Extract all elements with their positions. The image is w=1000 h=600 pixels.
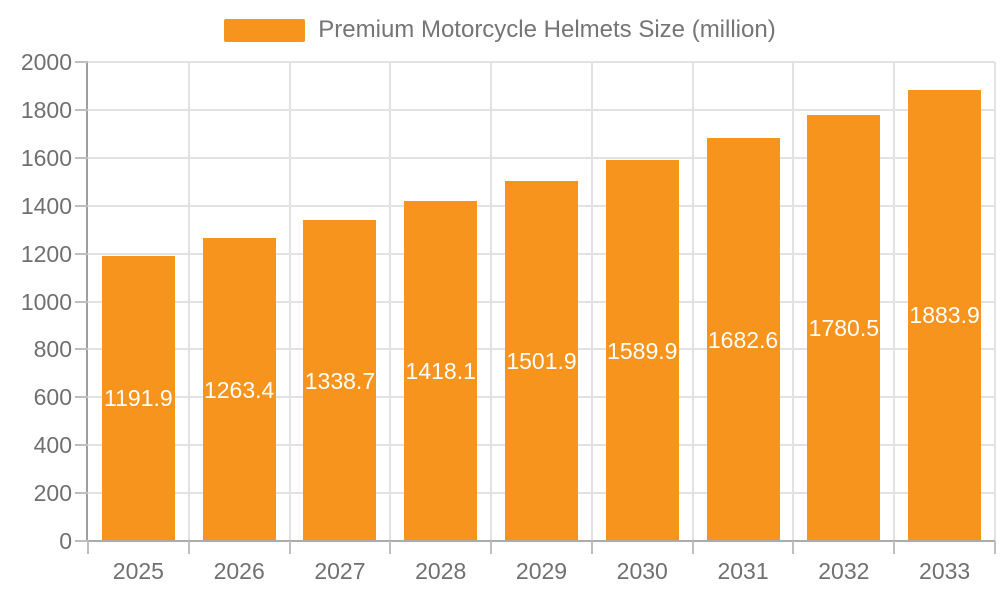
legend-label: Premium Motorcycle Helmets Size (million… <box>318 16 776 43</box>
y-axis-label: 2000 <box>20 49 72 75</box>
y-axis-label: 800 <box>33 336 72 363</box>
x-gridline <box>792 62 795 541</box>
y-gridline <box>88 108 995 111</box>
x-axis-tick <box>288 541 291 554</box>
bar-2025[interactable] <box>101 255 175 541</box>
x-axis-tick <box>490 541 493 554</box>
x-axis-label-2030: 2030 <box>616 558 668 584</box>
x-axis-label-2031: 2031 <box>717 558 769 584</box>
legend-swatch <box>224 18 306 42</box>
y-gridline <box>88 156 995 159</box>
x-axis-tick <box>893 541 896 554</box>
y-axis-tick <box>75 108 88 111</box>
bar-2028[interactable] <box>404 201 478 541</box>
x-gridline <box>590 62 593 541</box>
x-axis-label-2032: 2032 <box>818 558 870 584</box>
x-axis-line <box>86 540 995 542</box>
y-axis-label: 1200 <box>20 240 72 267</box>
y-axis-tick <box>75 61 88 63</box>
x-axis-tick <box>87 541 89 554</box>
x-gridline <box>893 62 896 541</box>
y-axis-tick <box>75 156 88 159</box>
legend[interactable]: Premium Motorcycle Helmets Size (million… <box>0 12 1000 48</box>
x-axis-tick <box>389 541 392 554</box>
y-axis-tick <box>75 396 88 399</box>
x-axis-tick <box>590 541 593 554</box>
y-axis-tick <box>75 492 88 495</box>
bar-2032[interactable] <box>807 114 881 541</box>
plot-area: 1191.9 1263.4 1338.7 1418.1 1501.9 1589.9 1682… <box>88 61 996 541</box>
x-axis-label-2025: 2025 <box>112 558 164 584</box>
y-axis-label: 0 <box>59 528 72 554</box>
x-gridline <box>187 62 190 541</box>
y-axis-label: 1600 <box>20 144 72 171</box>
y-axis-label: 600 <box>33 384 72 411</box>
y-axis-label: 1400 <box>20 192 72 219</box>
bar-2030[interactable] <box>605 160 679 541</box>
x-axis-label-2027: 2027 <box>314 558 366 584</box>
bar-2031[interactable] <box>706 138 780 541</box>
x-gridline <box>389 62 392 541</box>
x-gridline <box>490 62 493 541</box>
x-axis-label-2026: 2026 <box>213 558 265 584</box>
x-axis-label-2033: 2033 <box>919 558 971 584</box>
bar-2033[interactable] <box>908 89 982 541</box>
x-axis-tick <box>187 541 190 554</box>
y-gridline <box>88 61 995 63</box>
bar-2029[interactable] <box>505 181 578 541</box>
y-axis-label: 200 <box>33 480 72 507</box>
y-axis-tick <box>75 300 88 303</box>
y-axis-tick <box>75 540 88 542</box>
x-axis-label-2029: 2029 <box>515 558 568 584</box>
bar-2027[interactable] <box>303 220 377 541</box>
y-axis-label: 1800 <box>20 96 72 123</box>
y-axis-label: 400 <box>33 432 72 459</box>
bar-2026[interactable] <box>202 238 276 541</box>
y-axis-tick <box>75 252 88 255</box>
x-axis-label-2028: 2028 <box>415 558 467 584</box>
x-axis-tick <box>691 541 694 554</box>
x-axis-tick <box>994 541 996 554</box>
y-axis-label: 1000 <box>20 288 72 315</box>
y-axis-tick <box>75 348 88 351</box>
x-gridline <box>994 62 996 541</box>
y-axis-tick <box>75 444 88 447</box>
x-gridline <box>288 62 291 541</box>
y-axis-tick <box>75 204 88 207</box>
x-axis-tick <box>792 541 795 554</box>
x-gridline <box>691 62 694 541</box>
